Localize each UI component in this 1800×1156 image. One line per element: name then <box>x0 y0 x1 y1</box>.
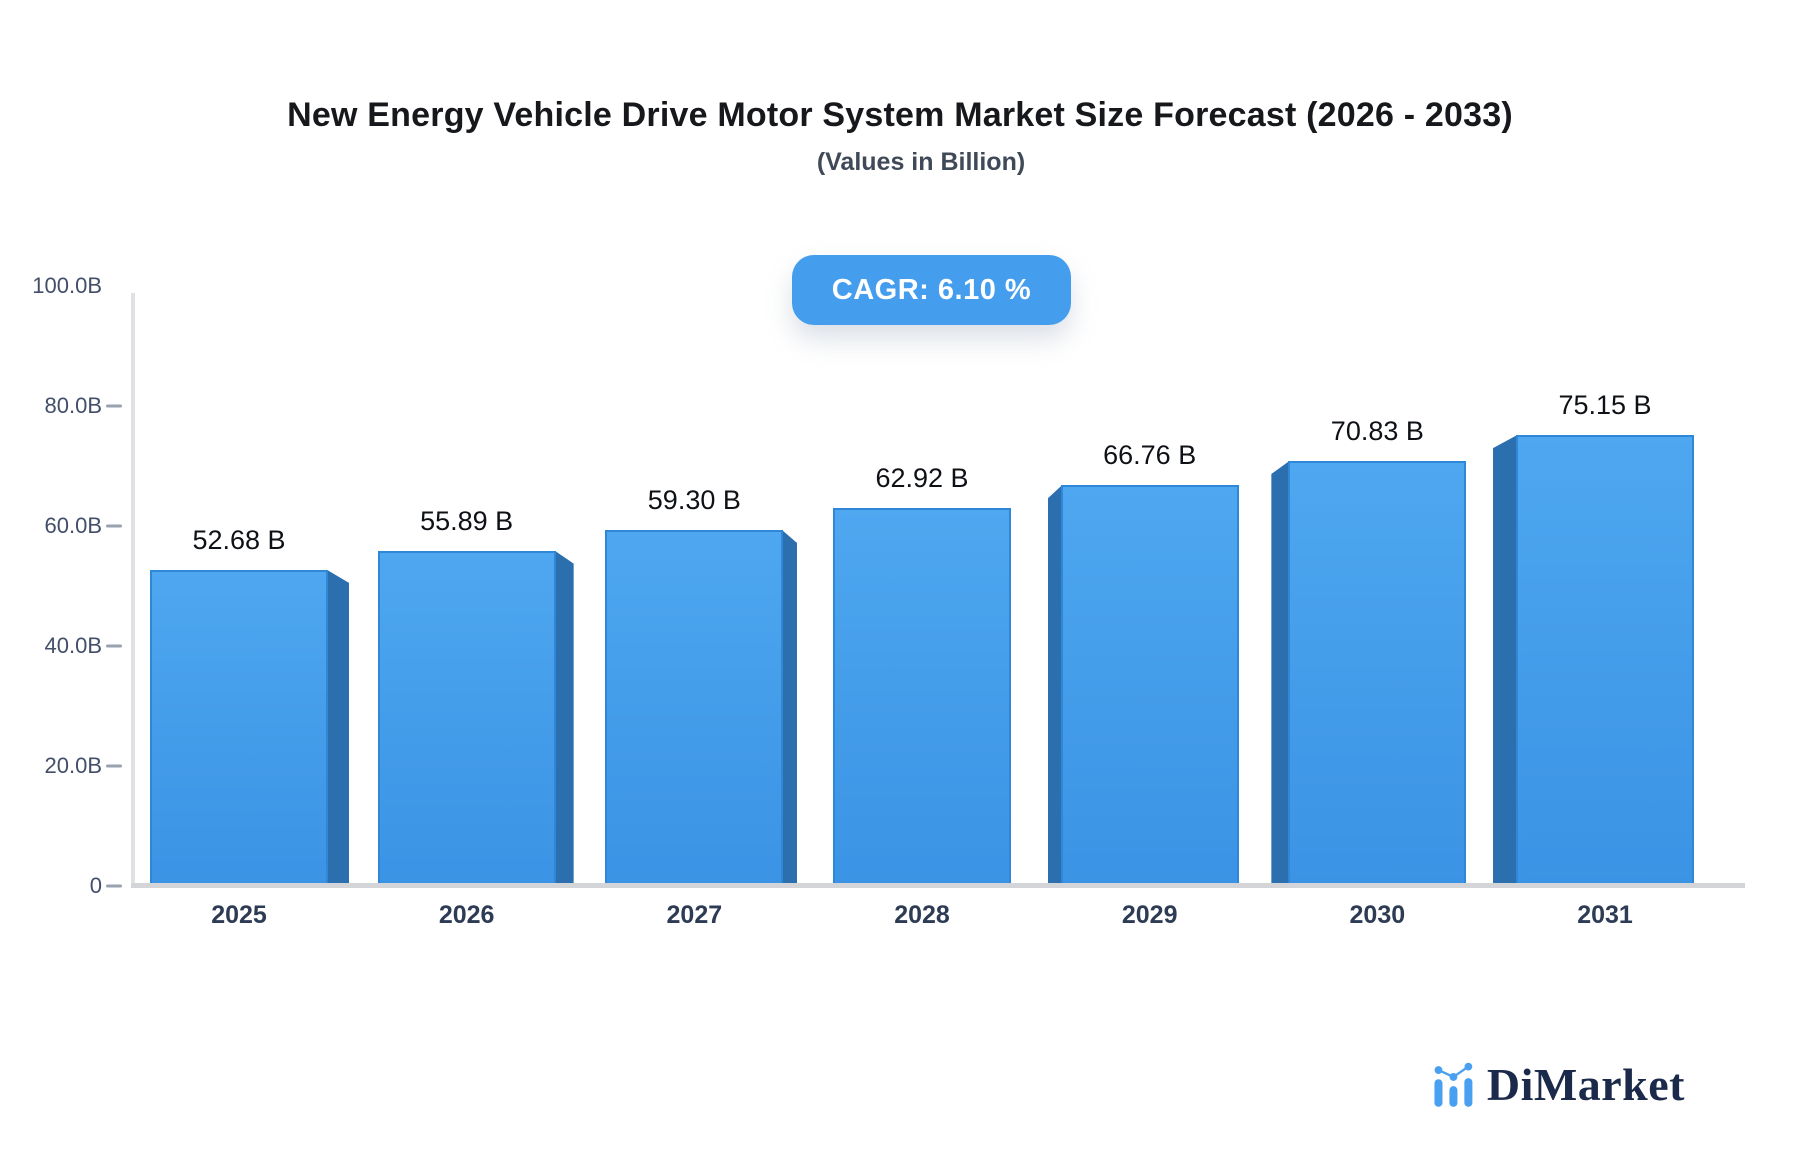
bar-value-label-2025: 52.68 B <box>192 524 286 555</box>
bar-side-shade-2029 <box>1047 485 1062 888</box>
y-axis-label: 60.0B <box>44 513 103 538</box>
y-axis-tick <box>106 404 122 408</box>
x-axis-label-2030: 2030 <box>1349 901 1406 929</box>
y-axis-label: 40.0B <box>44 633 103 658</box>
cagr-badge-label: CAGR: 6.10 % <box>831 273 1032 306</box>
chart-title: New Energy Vehicle Drive Motor System Ma… <box>287 96 1513 134</box>
y-axis-label: 80.0B <box>44 393 103 418</box>
y-axis-tick <box>106 764 122 768</box>
y-axis-label: 20.0B <box>44 753 103 778</box>
mini-bar-chart-logo-icon <box>1434 1062 1473 1107</box>
x-axis-label-2025: 2025 <box>211 901 267 929</box>
x-axis-label-2026: 2026 <box>438 901 495 929</box>
bar-value-label-2030: 70.83 B <box>1330 416 1424 447</box>
bar-value-label-2028: 62.92 B <box>875 463 969 494</box>
bar-2026 <box>377 550 556 888</box>
y-axis-label: 100.0B <box>32 273 102 298</box>
x-axis-line <box>131 883 1745 888</box>
chart-subtitle: (Values in Billion) <box>816 148 1026 176</box>
bar-side-shade-2031 <box>1493 435 1518 888</box>
bar-side-shade-2025 <box>327 569 349 888</box>
bar-2031 <box>1516 435 1695 888</box>
brand-logo: DiMarket <box>1433 1062 1685 1108</box>
x-axis-label-2027: 2027 <box>666 901 723 929</box>
bar-2027 <box>605 530 784 888</box>
bar-value-label-2027: 59.30 B <box>647 485 741 516</box>
bar-2028 <box>833 508 1011 888</box>
brand-name: DiMarket <box>1486 1059 1685 1110</box>
cagr-badge: CAGR: 6.10 % <box>792 255 1071 325</box>
x-axis-label-2031: 2031 <box>1577 901 1633 929</box>
bar-value-label-2031: 75.15 B <box>1558 390 1652 421</box>
bar-2030 <box>1288 461 1467 888</box>
bar-2025 <box>150 569 328 888</box>
y-axis-line <box>131 293 135 886</box>
y-axis-label: 0 <box>89 873 102 898</box>
y-axis-tick <box>106 884 122 888</box>
y-axis-tick <box>106 524 122 528</box>
bar-side-shade-2027 <box>782 530 798 888</box>
x-axis-label-2028: 2028 <box>894 901 950 929</box>
bar-value-label-2026: 55.89 B <box>420 505 514 536</box>
x-axis-label-2029: 2029 <box>1121 901 1178 929</box>
bar-side-shade-2026 <box>554 550 574 888</box>
bar-side-shade-2030 <box>1271 461 1290 888</box>
y-axis-tick <box>106 644 122 648</box>
bar-value-label-2029: 66.76 B <box>1103 440 1197 471</box>
bar-2029 <box>1060 485 1239 888</box>
